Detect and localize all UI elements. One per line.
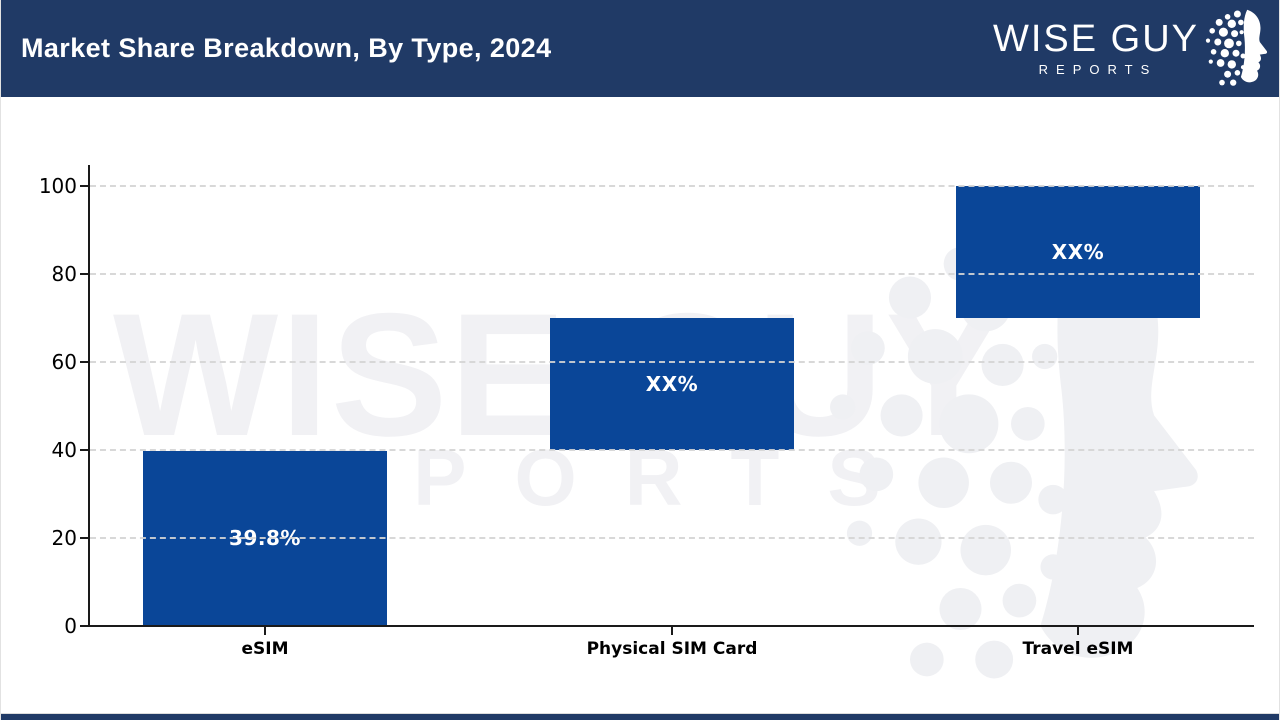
logo-wordmark: WISE GUY [992, 18, 1199, 60]
logo-subtitle: REPORTS [1038, 62, 1158, 77]
footer-bar [1, 714, 1279, 720]
wiseguy-logo: WISE GUY REPORTS [993, 7, 1271, 91]
y-tick-label: 100 [38, 174, 77, 198]
gridline-40 [90, 449, 1254, 451]
bar-physical-sim-card: XX% [550, 318, 794, 450]
y-tick-label: 40 [51, 438, 77, 462]
y-axis-line [88, 165, 90, 627]
bottom-hairline [1, 713, 1279, 714]
header-bar: Market Share Breakdown, By Type, 2024 WI… [1, 0, 1279, 97]
bar-travel-esim: XX% [956, 186, 1200, 318]
y-tick-mark-100 [80, 185, 88, 187]
x-tick-label: Physical SIM Card [586, 639, 758, 659]
y-tick-mark-60 [80, 361, 88, 363]
y-tick-mark-20 [80, 537, 88, 539]
y-tick-label: 60 [51, 350, 77, 374]
y-tick-mark-0 [80, 625, 88, 627]
y-tick-label: 80 [51, 262, 77, 286]
y-tick-mark-80 [80, 273, 88, 275]
x-tick-mark-physical-sim-card [671, 627, 673, 635]
x-axis-line [88, 625, 1254, 627]
x-tick-mark-travel-esim [1077, 627, 1079, 635]
y-tick-label: 20 [51, 526, 77, 550]
x-tick-mark-esim [264, 627, 266, 635]
y-tick-mark-40 [80, 449, 88, 451]
gridline-100 [90, 185, 1254, 187]
gridline-20 [90, 537, 1254, 539]
gridline-60 [90, 361, 1254, 363]
bar-value-label: XX% [1051, 240, 1105, 264]
y-tick-label: 0 [64, 614, 77, 638]
gridline-80 [90, 273, 1254, 275]
page-title: Market Share Breakdown, By Type, 2024 [21, 33, 552, 63]
x-tick-label: eSIM [241, 639, 289, 659]
bar-value-label: XX% [645, 372, 699, 396]
x-tick-label: Travel eSIM [1022, 639, 1134, 659]
logo-wordmark-block: WISE GUY REPORTS [993, 20, 1199, 77]
